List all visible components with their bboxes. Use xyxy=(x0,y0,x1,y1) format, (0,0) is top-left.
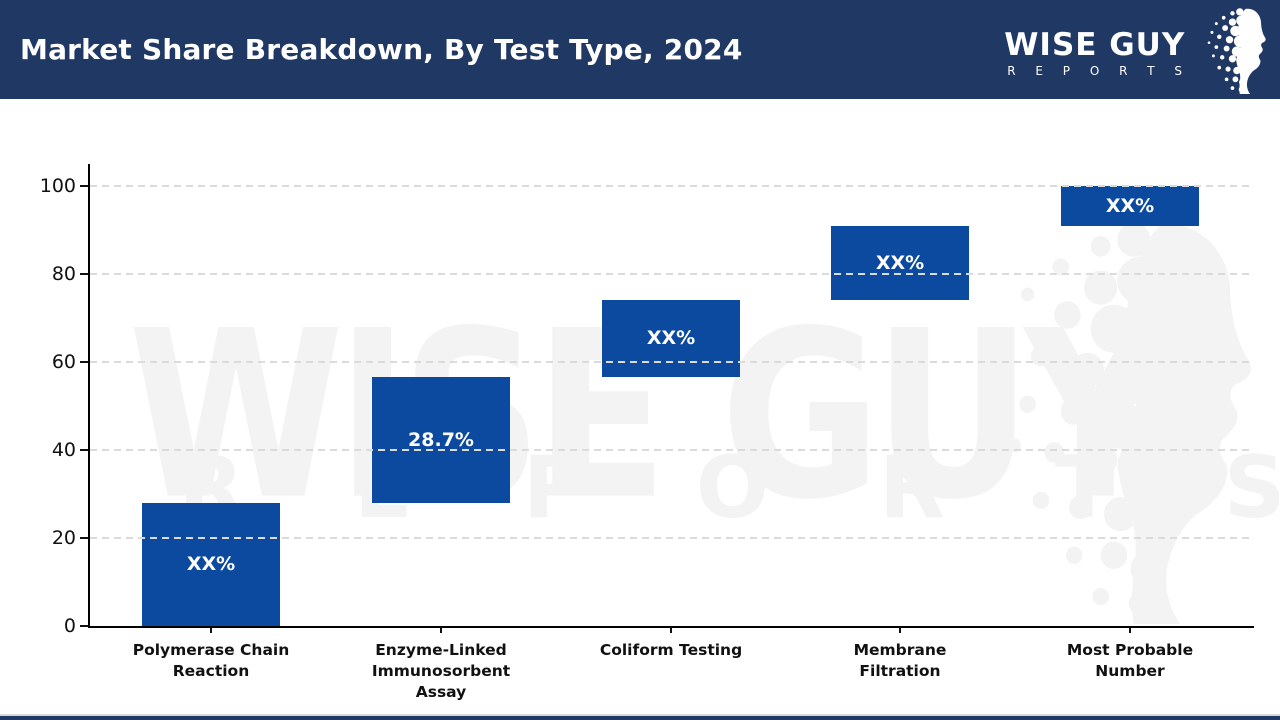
y-tick-mark xyxy=(80,185,88,187)
y-tick-label: 80 xyxy=(51,263,76,285)
y-tick-label: 20 xyxy=(51,527,76,549)
bar-value-label: XX% xyxy=(875,252,925,275)
x-category-label: Most Probable Number xyxy=(1066,641,1194,680)
y-axis-line xyxy=(88,164,90,628)
y-tick-label: 0 xyxy=(63,615,76,637)
bar-value-label: XX% xyxy=(646,327,696,350)
x-tick-mark xyxy=(440,627,442,633)
y-tick-mark xyxy=(80,537,88,539)
bar-1 xyxy=(142,502,280,626)
x-category-label: Membrane Filtration xyxy=(853,641,947,680)
footer-divider xyxy=(0,714,1280,716)
bar-3 xyxy=(602,300,740,377)
y-tick-label: 60 xyxy=(51,351,76,373)
chart-title: Market Share Breakdown, By Test Type, 20… xyxy=(20,33,743,66)
y-tick-label: 40 xyxy=(51,439,76,461)
x-category-label: Polymerase Chain Reaction xyxy=(132,641,290,680)
y-tick-label: 100 xyxy=(39,175,76,197)
x-tick-mark xyxy=(1129,627,1131,633)
bar-2 xyxy=(372,376,510,503)
x-category-label: Enzyme-Linked Immunosorbent Assay xyxy=(371,641,511,701)
bar-value-label: XX% xyxy=(1105,195,1155,218)
gridline-40 xyxy=(90,449,1254,451)
logo-wordmark: WISE GUY xyxy=(1004,27,1186,63)
logo-subtext: R E P O R T S xyxy=(1007,64,1190,78)
footer-bar xyxy=(0,716,1280,720)
x-tick-mark xyxy=(210,627,212,633)
x-tick-mark xyxy=(670,627,672,633)
gridline-20 xyxy=(90,537,1254,539)
bar-value-label: XX% xyxy=(186,553,236,576)
x-tick-mark xyxy=(899,627,901,633)
header-bar: Market Share Breakdown, By Test Type, 20… xyxy=(0,0,1280,99)
wiseguy-logo: WISE GUY R E P O R T S xyxy=(1004,6,1268,94)
logo-head-icon xyxy=(1207,8,1266,94)
logo-text: WISE GUY R E P O R T S xyxy=(1004,28,1190,78)
gridline-100 xyxy=(90,185,1254,187)
x-category-label: Coliform Testing xyxy=(599,641,743,659)
y-tick-mark xyxy=(80,361,88,363)
bar-5 xyxy=(1061,186,1199,227)
y-tick-mark xyxy=(80,273,88,275)
bar-value-label: 28.7% xyxy=(408,428,474,451)
bar-4 xyxy=(831,226,969,301)
y-tick-mark xyxy=(80,449,88,451)
gridline-60 xyxy=(90,361,1254,363)
y-tick-mark xyxy=(80,625,88,627)
gridline-80 xyxy=(90,273,1254,275)
